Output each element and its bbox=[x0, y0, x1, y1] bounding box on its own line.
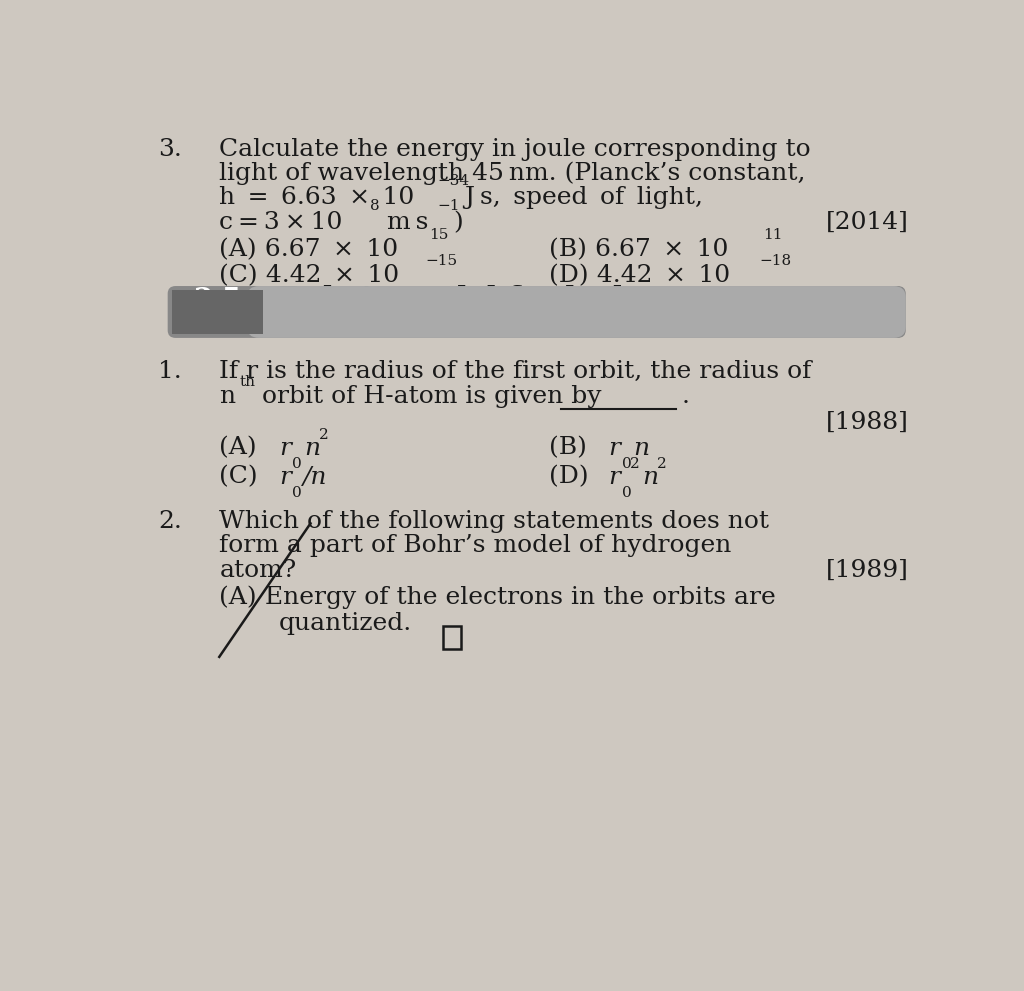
Text: (A): (A) bbox=[219, 437, 257, 460]
Text: 11: 11 bbox=[763, 229, 782, 243]
Text: r: r bbox=[279, 437, 291, 460]
Text: [2014]: [2014] bbox=[826, 211, 909, 234]
Bar bbox=[443, 626, 461, 649]
Text: (C) 4.42 × 10: (C) 4.42 × 10 bbox=[219, 265, 399, 287]
Text: J s, speed of light,: J s, speed of light, bbox=[458, 186, 703, 209]
Text: light of wavelength 45 nm. (Planck’s constant,: light of wavelength 45 nm. (Planck’s con… bbox=[219, 162, 806, 185]
Text: 2: 2 bbox=[656, 458, 667, 472]
Text: c = 3 × 10: c = 3 × 10 bbox=[219, 211, 343, 234]
Text: (B) 6.67 × 10: (B) 6.67 × 10 bbox=[549, 238, 728, 262]
Text: −18: −18 bbox=[759, 255, 791, 269]
Text: 0: 0 bbox=[292, 458, 302, 472]
Text: 2.5: 2.5 bbox=[193, 286, 241, 313]
Text: 0: 0 bbox=[292, 487, 302, 500]
Text: ): ) bbox=[454, 211, 463, 234]
Text: 3.: 3. bbox=[158, 138, 182, 161]
Text: 2: 2 bbox=[318, 428, 329, 442]
Text: n: n bbox=[634, 437, 649, 460]
Text: form a part of Bohr’s model of hydrogen: form a part of Bohr’s model of hydrogen bbox=[219, 534, 731, 557]
Text: (D) 4.42 × 10: (D) 4.42 × 10 bbox=[549, 265, 730, 287]
Text: /n: /n bbox=[303, 466, 327, 489]
Text: (C): (C) bbox=[219, 466, 258, 489]
Text: r: r bbox=[608, 437, 621, 460]
Text: Bohr’s model for hydrogen atom: Bohr’s model for hydrogen atom bbox=[279, 284, 811, 313]
Text: (A) 6.67 × 10: (A) 6.67 × 10 bbox=[219, 238, 398, 262]
FancyBboxPatch shape bbox=[247, 286, 905, 338]
FancyBboxPatch shape bbox=[168, 286, 906, 338]
Text: Which of the following statements does not: Which of the following statements does n… bbox=[219, 510, 769, 533]
Text: −15: −15 bbox=[426, 255, 458, 269]
Text: .: . bbox=[682, 385, 690, 407]
Text: [1988]: [1988] bbox=[826, 410, 909, 434]
Text: r: r bbox=[279, 466, 291, 489]
Text: Calculate the energy in joule corresponding to: Calculate the energy in joule correspond… bbox=[219, 138, 811, 161]
Text: orbit of H-atom is given by: orbit of H-atom is given by bbox=[257, 385, 602, 407]
Text: 8: 8 bbox=[370, 199, 380, 213]
FancyBboxPatch shape bbox=[172, 289, 263, 334]
Text: 15: 15 bbox=[430, 229, 449, 243]
Text: (B): (B) bbox=[549, 437, 587, 460]
Text: r: r bbox=[608, 466, 621, 489]
Text: (D): (D) bbox=[549, 466, 588, 489]
Text: 0: 0 bbox=[622, 487, 632, 500]
Text: n: n bbox=[642, 466, 658, 489]
Text: m s: m s bbox=[382, 211, 428, 234]
Text: If r is the radius of the first orbit, the radius of: If r is the radius of the first orbit, t… bbox=[219, 361, 812, 384]
Text: −1: −1 bbox=[437, 199, 460, 213]
Text: [1989]: [1989] bbox=[826, 559, 909, 582]
Text: th: th bbox=[240, 375, 255, 389]
Text: atom?: atom? bbox=[219, 559, 297, 582]
Text: −34: −34 bbox=[437, 174, 470, 188]
Text: (A) Energy of the electrons in the orbits are: (A) Energy of the electrons in the orbit… bbox=[219, 586, 776, 609]
Text: 0: 0 bbox=[622, 458, 632, 472]
Text: 2: 2 bbox=[630, 458, 639, 472]
Text: h = 6.63 × 10: h = 6.63 × 10 bbox=[219, 186, 415, 209]
Text: quantized.: quantized. bbox=[279, 612, 412, 635]
Text: n: n bbox=[219, 385, 236, 407]
Text: 2.: 2. bbox=[158, 510, 182, 533]
Text: 1.: 1. bbox=[158, 361, 182, 384]
Text: n: n bbox=[304, 437, 321, 460]
